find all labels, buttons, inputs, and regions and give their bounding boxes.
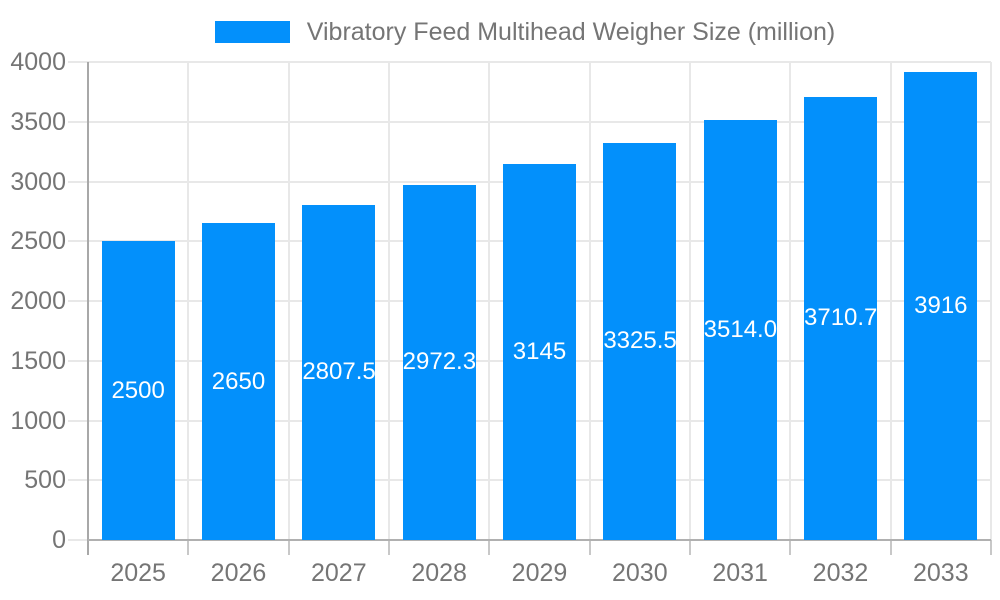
x-tick-label: 2028	[411, 559, 467, 587]
x-axis-tick	[889, 540, 892, 555]
bar-value-label: 2500	[111, 376, 165, 404]
legend-label: Vibratory Feed Multihead Weigher Size (m…	[306, 18, 836, 46]
bar-value-label: 2650	[211, 367, 266, 395]
y-tick-label: 3000	[10, 167, 66, 196]
y-tick-label: 0	[52, 526, 66, 554]
bar[interactable]: 2650	[202, 223, 275, 540]
y-tick-label: 2500	[10, 227, 66, 256]
x-axis-tick	[990, 540, 992, 555]
bar-value-label: 3514.03	[703, 316, 777, 344]
bar[interactable]: 3514.03	[703, 120, 777, 540]
x-axis-tick	[187, 540, 190, 555]
y-axis-line	[87, 62, 89, 555]
x-gridline	[187, 62, 190, 540]
x-gridline	[990, 62, 992, 540]
bar[interactable]: 2500	[101, 241, 175, 540]
bar-value-label: 3710.78	[804, 304, 877, 332]
y-axis-tick	[68, 180, 88, 183]
y-axis-tick	[68, 419, 88, 422]
bar-value-label: 2972.38	[402, 348, 476, 376]
x-tick-label: 2029	[511, 559, 568, 587]
x-axis-tick	[488, 540, 491, 555]
y-tick-label: 1500	[10, 346, 66, 375]
y-axis-tick	[68, 359, 88, 362]
y-tick-label: 1000	[10, 406, 66, 435]
x-tick-label: 2031	[712, 559, 768, 587]
x-gridline	[287, 62, 290, 540]
x-gridline	[488, 62, 491, 540]
x-gridline	[689, 62, 691, 540]
x-axis-line	[88, 539, 991, 541]
y-axis-tick	[68, 120, 88, 123]
x-axis-tick	[287, 540, 290, 555]
y-tick-label: 2000	[10, 287, 66, 315]
x-tick-label: 2025	[110, 559, 166, 587]
y-tick-label: 3500	[10, 107, 66, 136]
x-tick-label: 2027	[311, 559, 367, 587]
y-axis-tick	[68, 240, 88, 243]
x-gridline	[789, 62, 792, 540]
y-axis-tick	[68, 479, 88, 482]
bar[interactable]: 2807.5	[302, 204, 376, 540]
bar-value-label: 3916	[914, 292, 968, 319]
x-gridline	[588, 62, 591, 540]
bar[interactable]: 2972.38	[402, 184, 476, 540]
x-gridline	[388, 62, 390, 540]
y-gridline	[88, 120, 991, 123]
chart-legend[interactable]: Vibratory Feed Multihead Weigher Size (m…	[25, 16, 1000, 48]
x-tick-label: 2026	[210, 559, 267, 587]
bar[interactable]: 3145	[503, 164, 576, 540]
y-tick-label: 4000	[10, 48, 66, 76]
x-axis-tick	[388, 540, 390, 555]
bar-value-label: 3325.55	[603, 327, 677, 355]
bar[interactable]: 3325.55	[603, 142, 677, 540]
x-axis-tick	[689, 540, 691, 555]
legend-color-swatch	[214, 21, 290, 43]
y-axis-tick	[68, 300, 88, 302]
y-gridline	[88, 61, 991, 63]
bar-value-label: 3145	[512, 338, 567, 366]
bar-value-label: 2807.5	[302, 358, 376, 386]
x-gridline	[889, 62, 892, 540]
x-tick-label: 2033	[913, 559, 969, 587]
bar[interactable]: 3916	[904, 72, 978, 540]
x-axis-tick	[588, 540, 591, 555]
x-tick-label: 2030	[612, 559, 668, 587]
bar[interactable]: 3710.78	[804, 96, 877, 540]
y-axis-tick	[68, 539, 88, 541]
y-axis-tick	[68, 61, 88, 63]
y-tick-label: 500	[24, 466, 66, 495]
x-tick-label: 2032	[812, 559, 869, 587]
x-axis-tick	[789, 540, 792, 555]
